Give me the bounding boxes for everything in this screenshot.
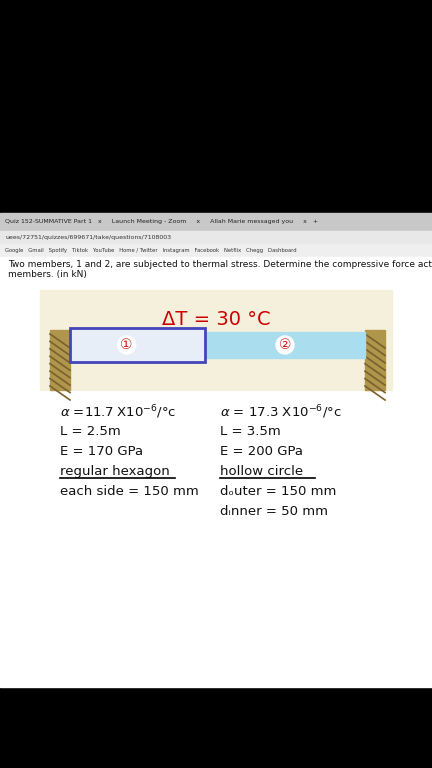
Bar [0, 213, 432, 231]
Text: $\alpha$ =11.7 X10$^{-6}$/°c: $\alpha$ =11.7 X10$^{-6}$/°c [60, 403, 176, 421]
Text: ①: ① [121, 338, 133, 352]
Bar [40, 290, 392, 390]
Text: members. (in kN): members. (in kN) [8, 270, 87, 279]
Text: dₒuter = 150 mm: dₒuter = 150 mm [220, 485, 337, 498]
Text: Two members, 1 and 2, are subjected to thermal stress. Determine the compressive: Two members, 1 and 2, are subjected to t… [8, 260, 432, 269]
Bar [0, 687, 432, 768]
Text: ②: ② [279, 338, 291, 352]
Text: dᵢnner = 50 mm: dᵢnner = 50 mm [220, 505, 328, 518]
Text: hollow circle: hollow circle [220, 465, 303, 478]
Text: E = 200 GPa: E = 200 GPa [220, 445, 303, 458]
Bar [0, 244, 432, 257]
Bar [0, 231, 432, 244]
Circle shape [276, 336, 294, 354]
Text: regular hexagon: regular hexagon [60, 465, 170, 478]
Bar [0, 0, 432, 213]
Bar [70, 332, 365, 358]
Circle shape [118, 336, 136, 354]
Text: L = 2.5m: L = 2.5m [60, 425, 121, 438]
Text: L = 3.5m: L = 3.5m [220, 425, 281, 438]
Text: $\alpha$ = 17.3 X10$^{-6}$/°c: $\alpha$ = 17.3 X10$^{-6}$/°c [220, 403, 342, 421]
Bar [70, 328, 205, 362]
Text: each side = 150 mm: each side = 150 mm [60, 485, 199, 498]
Text: E = 170 GPa: E = 170 GPa [60, 445, 143, 458]
Text: Quiz 152-SUMMATIVE Part 1   x     Launch Meeting - Zoom     x     Allah Marie me: Quiz 152-SUMMATIVE Part 1 x Launch Meeti… [5, 220, 318, 224]
Bar [0, 257, 432, 687]
Bar [50, 330, 70, 390]
Text: ΔT = 30 °C: ΔT = 30 °C [162, 310, 270, 329]
Text: Google   Gmail   Spotify   Tiktok   YouTube   Home / Twitter   Instagram   Faceb: Google Gmail Spotify Tiktok YouTube Home… [5, 248, 297, 253]
Bar [365, 330, 385, 390]
Text: uees/72751/quizzes/699671/take/questions/7108003: uees/72751/quizzes/699671/take/questions… [5, 235, 171, 240]
